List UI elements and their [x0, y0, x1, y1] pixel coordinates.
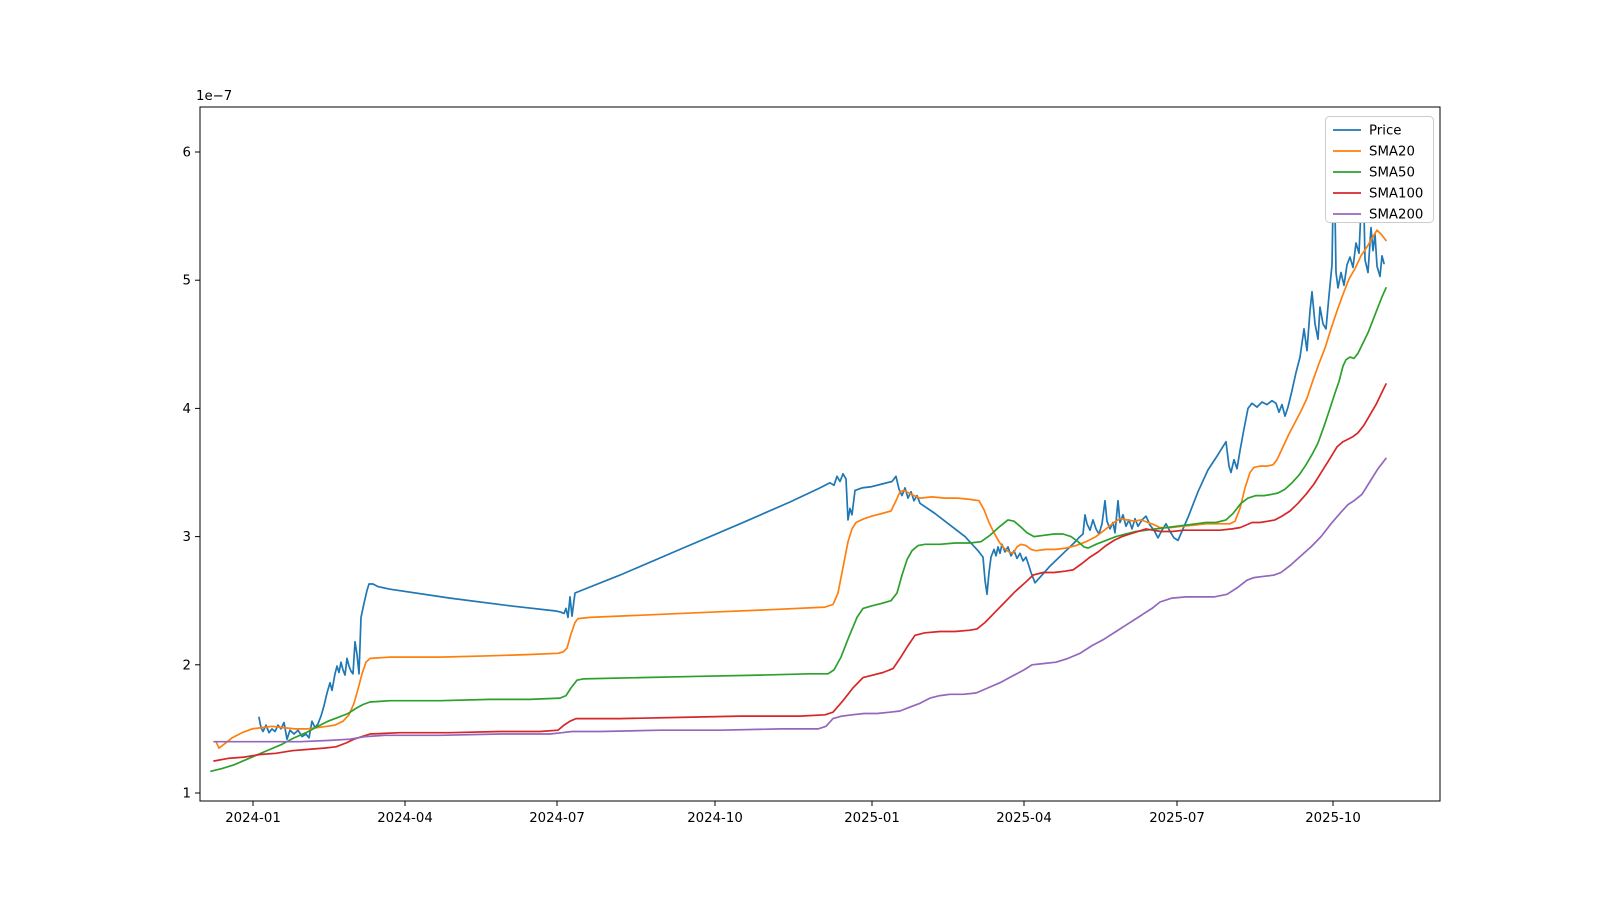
- ticks-layer: 2024-01 2024-04 2024-07 2024-10 2025-01 2025-…: [183, 146, 1361, 827]
- x-tick-label: 2024-07: [529, 811, 585, 826]
- x-tick-label: 2025-10: [1305, 811, 1361, 826]
- legend-label-sma200: SMA200: [1369, 208, 1423, 223]
- series-line-price: [258, 144, 1385, 741]
- legend-box: [1325, 116, 1434, 223]
- x-tick-label: 2024-04: [377, 811, 433, 826]
- y-tick-label: 2: [183, 658, 191, 673]
- axes-frame: [199, 106, 1441, 802]
- series-line-sma50: [210, 287, 1387, 773]
- legend-label-sma100: SMA100: [1369, 187, 1423, 202]
- series-line-sma100: [213, 383, 1387, 762]
- series-line-sma20: [215, 229, 1387, 749]
- x-tick-label: 2025-04: [996, 811, 1052, 826]
- legend-label-price: Price: [1369, 124, 1401, 139]
- legend-label-sma20: SMA20: [1369, 145, 1415, 160]
- y-tick-label: 3: [183, 530, 191, 545]
- legend-label-sma50: SMA50: [1369, 166, 1415, 181]
- y-tick-label: 5: [183, 274, 191, 289]
- y-tick-label: 1: [183, 787, 191, 802]
- x-tick-label: 2025-07: [1149, 811, 1205, 826]
- y-axis-offset-label: 1e−7: [196, 89, 232, 104]
- y-tick-label: 4: [183, 402, 191, 417]
- x-tick-label: 2024-10: [687, 811, 743, 826]
- series-layer: [210, 144, 1387, 773]
- x-tick-label: 2025-01: [844, 811, 900, 826]
- series-line-sma200: [213, 457, 1387, 743]
- y-tick-label: 6: [183, 146, 191, 161]
- x-tick-label: 2024-01: [225, 811, 281, 826]
- legend: Price SMA20 SMA50 SMA100 SMA200: [1325, 116, 1434, 223]
